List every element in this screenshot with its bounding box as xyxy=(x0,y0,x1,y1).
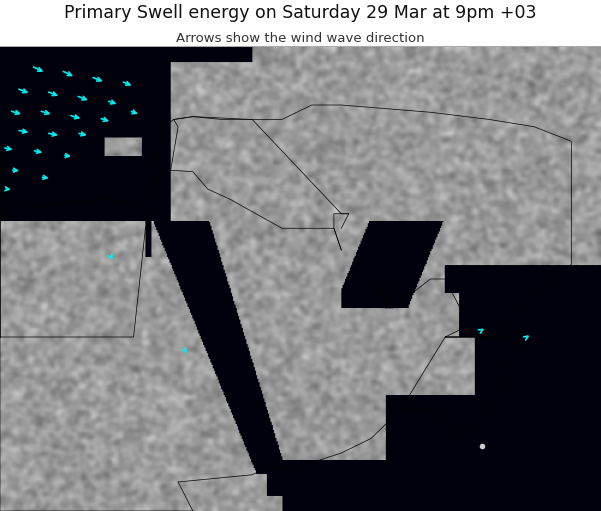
Text: Arrows show the wind wave direction: Arrows show the wind wave direction xyxy=(176,32,425,45)
Text: Primary Swell energy on Saturday 29 Mar at 9pm +03: Primary Swell energy on Saturday 29 Mar … xyxy=(64,4,537,22)
